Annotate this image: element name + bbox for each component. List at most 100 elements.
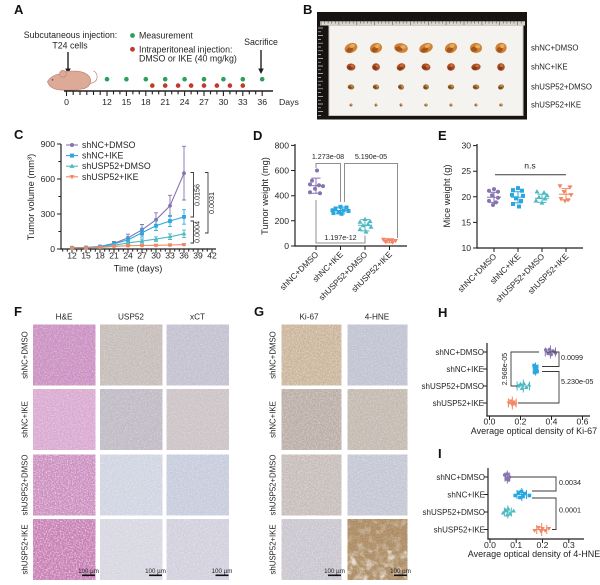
- svg-text:0.0001: 0.0001: [559, 506, 581, 515]
- svg-text:shUSP52+DMSO: shUSP52+DMSO: [21, 455, 30, 516]
- svg-text:shNC+IKE: shNC+IKE: [447, 491, 485, 500]
- svg-text:12: 12: [102, 97, 112, 107]
- svg-text:H&E: H&E: [56, 313, 73, 322]
- svg-text:36: 36: [257, 97, 267, 107]
- svg-text:H: H: [438, 305, 447, 320]
- svg-text:shUSP52+DMSO: shUSP52+DMSO: [269, 455, 278, 516]
- svg-text:27: 27: [513, 17, 517, 21]
- svg-text:15: 15: [427, 17, 431, 21]
- svg-text:Days: Days: [279, 97, 299, 107]
- svg-text:10: 10: [461, 243, 471, 253]
- svg-text:USP52: USP52: [118, 313, 144, 322]
- svg-text:27: 27: [199, 97, 209, 107]
- svg-text:G: G: [254, 304, 264, 319]
- svg-text:shNC+DMSO: shNC+DMSO: [269, 331, 278, 378]
- svg-text:shUSP52+IKE: shUSP52+IKE: [531, 101, 581, 110]
- svg-text:C: C: [14, 127, 24, 142]
- svg-text:Intraperitoneal injection:: Intraperitoneal injection:: [139, 45, 232, 55]
- svg-text:D: D: [253, 128, 262, 143]
- svg-text:F: F: [14, 304, 22, 319]
- svg-text:0.0156: 0.0156: [193, 184, 202, 206]
- svg-text:30: 30: [219, 97, 229, 107]
- svg-text:n.s: n.s: [524, 161, 535, 171]
- svg-text:shNC+DMSO: shNC+DMSO: [531, 44, 578, 53]
- svg-text:1.273e-08: 1.273e-08: [312, 152, 344, 161]
- svg-text:0: 0: [64, 97, 69, 107]
- svg-text:Sacrifice: Sacrifice: [244, 37, 278, 47]
- svg-text:4: 4: [349, 17, 351, 21]
- svg-text:0.0004: 0.0004: [193, 221, 202, 243]
- svg-text:2: 2: [335, 17, 337, 21]
- svg-text:25: 25: [461, 166, 471, 176]
- svg-text:600: 600: [41, 174, 56, 184]
- svg-text:Ki-67: Ki-67: [299, 313, 319, 322]
- svg-text:15: 15: [81, 251, 91, 261]
- svg-text:7: 7: [371, 17, 373, 21]
- svg-text:3: 3: [342, 17, 344, 21]
- svg-text:shNC+IKE: shNC+IKE: [82, 151, 123, 161]
- svg-text:600: 600: [275, 166, 290, 176]
- svg-text:shUSP52+DMSO: shUSP52+DMSO: [82, 161, 151, 171]
- svg-text:30: 30: [151, 251, 161, 261]
- svg-text:0.1: 0.1: [510, 540, 522, 550]
- svg-text:shNC+IKE: shNC+IKE: [446, 365, 484, 374]
- svg-text:11: 11: [398, 17, 402, 21]
- svg-text:8: 8: [378, 17, 380, 21]
- svg-text:shNC+DMSO: shNC+DMSO: [456, 251, 499, 294]
- svg-text:shUSP52+IKE: shUSP52+IKE: [269, 524, 278, 574]
- svg-text:0.6: 0.6: [577, 417, 589, 427]
- svg-text:Tumor weight (mg): Tumor weight (mg): [260, 157, 270, 235]
- svg-text:18: 18: [95, 251, 105, 261]
- svg-text:15: 15: [122, 97, 132, 107]
- svg-text:0.2: 0.2: [515, 417, 527, 427]
- svg-text:5.190e-05: 5.190e-05: [355, 152, 387, 161]
- svg-text:DMSO or IKE (40 mg/kg): DMSO or IKE (40 mg/kg): [139, 54, 237, 64]
- svg-text:21: 21: [470, 17, 474, 21]
- svg-text:12: 12: [67, 251, 77, 261]
- svg-text:27: 27: [137, 251, 147, 261]
- svg-text:200: 200: [275, 216, 290, 226]
- svg-text:0.0: 0.0: [484, 417, 496, 427]
- svg-text:0.0: 0.0: [484, 540, 496, 550]
- svg-text:800: 800: [275, 140, 290, 150]
- svg-text:shUSP52+IKE: shUSP52+IKE: [82, 172, 139, 182]
- svg-text:shNC+IKE: shNC+IKE: [531, 63, 568, 72]
- svg-text:14: 14: [420, 17, 424, 21]
- svg-text:xCT: xCT: [190, 313, 205, 322]
- svg-text:12: 12: [405, 17, 409, 21]
- svg-text:28: 28: [520, 17, 524, 21]
- svg-text:24: 24: [180, 97, 190, 107]
- svg-text:25: 25: [498, 17, 502, 21]
- svg-text:0: 0: [50, 244, 55, 254]
- svg-text:Measurement: Measurement: [139, 31, 193, 41]
- svg-text:33: 33: [238, 97, 248, 107]
- svg-text:42: 42: [207, 251, 217, 261]
- svg-text:shNC+DMSO: shNC+DMSO: [82, 140, 136, 150]
- svg-text:24: 24: [491, 17, 495, 21]
- svg-text:6: 6: [363, 17, 365, 21]
- svg-text:24: 24: [123, 251, 133, 261]
- svg-text:shNC+IKE: shNC+IKE: [269, 401, 278, 438]
- svg-text:shUSP52+DMSO: shUSP52+DMSO: [531, 83, 592, 92]
- svg-text:13: 13: [413, 17, 417, 21]
- svg-text:18: 18: [448, 17, 452, 21]
- svg-text:10: 10: [391, 17, 395, 21]
- svg-text:Mice weight (g): Mice weight (g): [442, 164, 452, 227]
- svg-text:21: 21: [160, 97, 170, 107]
- svg-text:shUSP52+IKE: shUSP52+IKE: [433, 399, 484, 408]
- svg-text:15: 15: [461, 217, 471, 227]
- svg-text:shNC+DMSO: shNC+DMSO: [436, 473, 485, 482]
- svg-text:Average optical density of Ki-: Average optical density of Ki-67: [471, 426, 597, 436]
- svg-text:5: 5: [356, 17, 358, 21]
- svg-text:19: 19: [455, 17, 459, 21]
- svg-text:1: 1: [328, 17, 330, 21]
- svg-text:4-HNE: 4-HNE: [365, 313, 390, 322]
- svg-text:9: 9: [385, 17, 387, 21]
- svg-text:shUSP52+DMSO: shUSP52+DMSO: [422, 382, 484, 391]
- svg-text:shNC+DMSO: shNC+DMSO: [21, 331, 30, 378]
- svg-text:20: 20: [463, 17, 467, 21]
- svg-text:5.230e-05: 5.230e-05: [561, 377, 593, 386]
- svg-text:100 µm: 100 µm: [390, 568, 411, 575]
- svg-text:0.0034: 0.0034: [559, 478, 581, 487]
- svg-text:shNC+DMSO: shNC+DMSO: [278, 249, 321, 292]
